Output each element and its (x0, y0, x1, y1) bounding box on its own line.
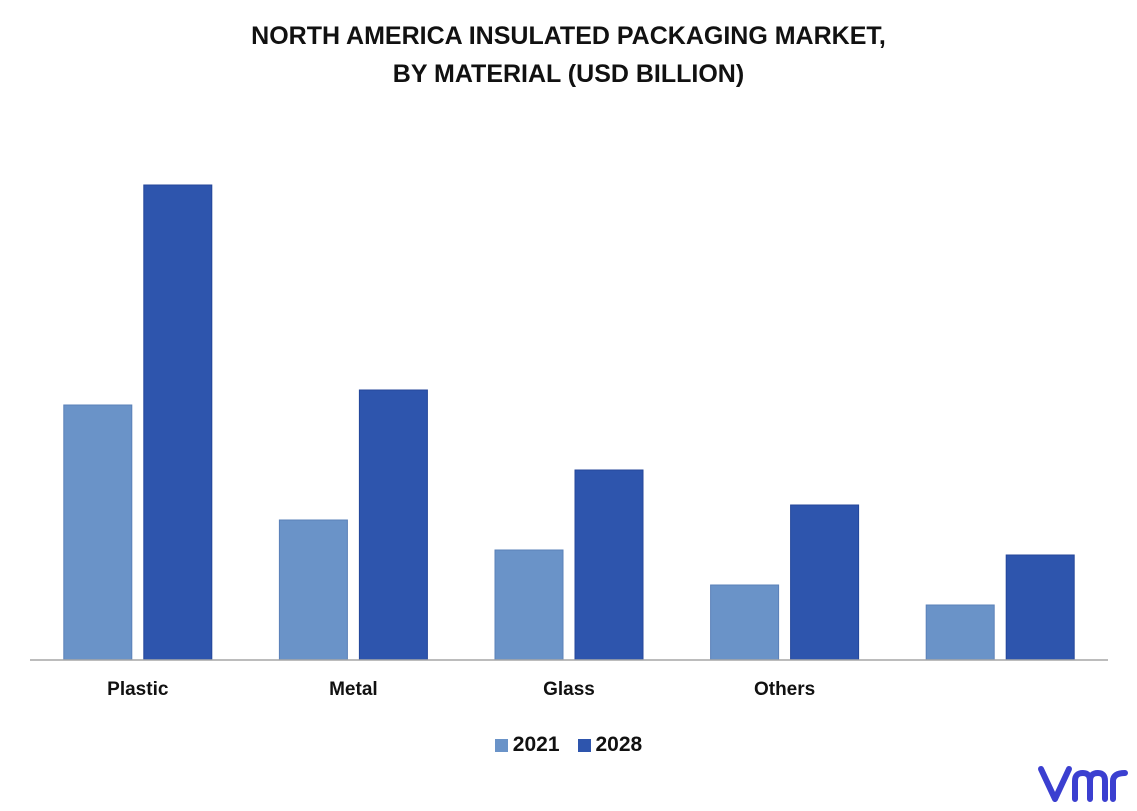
bar-others-2028 (790, 504, 860, 661)
bar-metal-2021 (278, 519, 348, 661)
bar-unlabeled-2028 (1005, 554, 1075, 661)
bar-others-2021 (710, 584, 780, 661)
bar-metal-2028 (358, 389, 428, 661)
bar-unlabeled-2021 (925, 604, 995, 661)
bar-plastic-2021 (63, 404, 133, 661)
chart-title-line-2: BY MATERIAL (USD BILLION) (392, 60, 745, 88)
chart-title-line-1: NORTH AMERICA INSULATED PACKAGING MARKET… (251, 22, 886, 50)
legend-label-2028: 2028 (595, 733, 643, 756)
legend-item-2021: 2021 (494, 733, 560, 757)
x-tick-label-plastic: Plastic (107, 679, 169, 700)
legend-swatch-2028 (577, 738, 591, 752)
bar-glass-2021 (494, 549, 564, 661)
bar-glass-2028 (574, 469, 644, 661)
x-tick-label-glass: Glass (543, 679, 595, 700)
chart-legend: 2021 2028 (0, 733, 1137, 757)
legend-swatch-2021 (494, 738, 508, 752)
bar-plastic-2028 (143, 184, 213, 661)
vmr-logo-icon (1038, 766, 1128, 802)
x-tick-label-others: Others (754, 679, 815, 700)
legend-label-2021: 2021 (512, 733, 560, 756)
x-tick-label-metal: Metal (329, 679, 378, 700)
legend-item-2028: 2028 (577, 733, 643, 757)
